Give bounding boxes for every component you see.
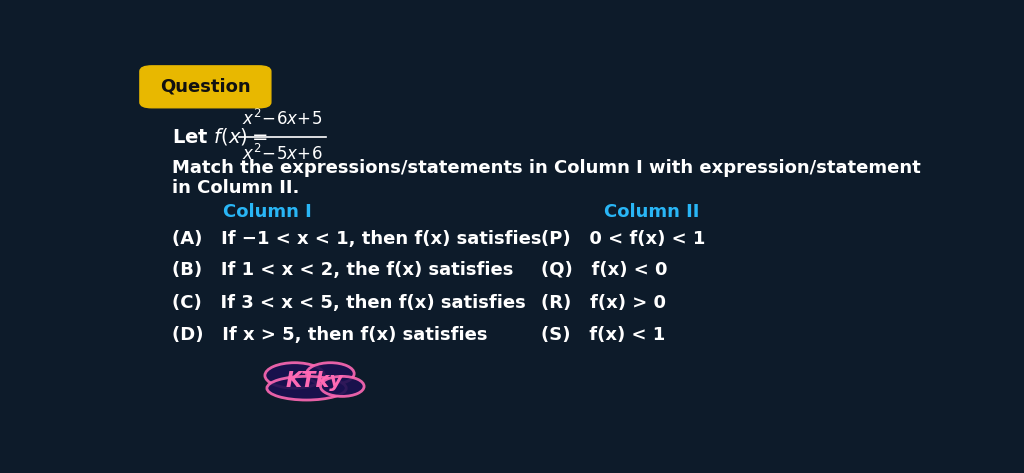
Text: (S)   f(x) < 1: (S) f(x) < 1 — [541, 326, 665, 344]
Text: KTkу: KTkу — [286, 371, 343, 391]
Text: Let $f(x)=$: Let $f(x)=$ — [172, 126, 267, 148]
Text: (C)   If 3 < x < 5, then f(x) satisfies: (C) If 3 < x < 5, then f(x) satisfies — [172, 294, 525, 312]
Text: (D)   If x > 5, then f(x) satisfies: (D) If x > 5, then f(x) satisfies — [172, 326, 487, 344]
Text: (A)   If −1 < x < 1, then f(x) satisfies: (A) If −1 < x < 1, then f(x) satisfies — [172, 230, 541, 248]
Text: (B)   If 1 < x < 2, the f(x) satisfies: (B) If 1 < x < 2, the f(x) satisfies — [172, 261, 513, 279]
Ellipse shape — [321, 377, 365, 396]
Ellipse shape — [267, 377, 346, 400]
Text: Match the expressions/statements in Column I with expression/statement: Match the expressions/statements in Colu… — [172, 159, 921, 177]
Text: in Column II.: in Column II. — [172, 179, 299, 197]
Text: Column II: Column II — [604, 202, 699, 220]
Text: $x^2\!-\!5x\!+\!6$: $x^2\!-\!5x\!+\!6$ — [243, 144, 324, 165]
Text: (P)   0 < f(x) < 1: (P) 0 < f(x) < 1 — [541, 230, 706, 248]
Ellipse shape — [265, 363, 325, 388]
Text: Column I: Column I — [223, 202, 312, 220]
FancyBboxPatch shape — [140, 66, 270, 108]
Text: Question: Question — [160, 78, 250, 96]
Ellipse shape — [306, 363, 354, 385]
Text: $x^2\!-\!6x\!+\!5$: $x^2\!-\!6x\!+\!5$ — [243, 109, 323, 130]
Text: (R)   f(x) > 0: (R) f(x) > 0 — [541, 294, 666, 312]
Text: (Q)   f(x) < 0: (Q) f(x) < 0 — [541, 261, 668, 279]
